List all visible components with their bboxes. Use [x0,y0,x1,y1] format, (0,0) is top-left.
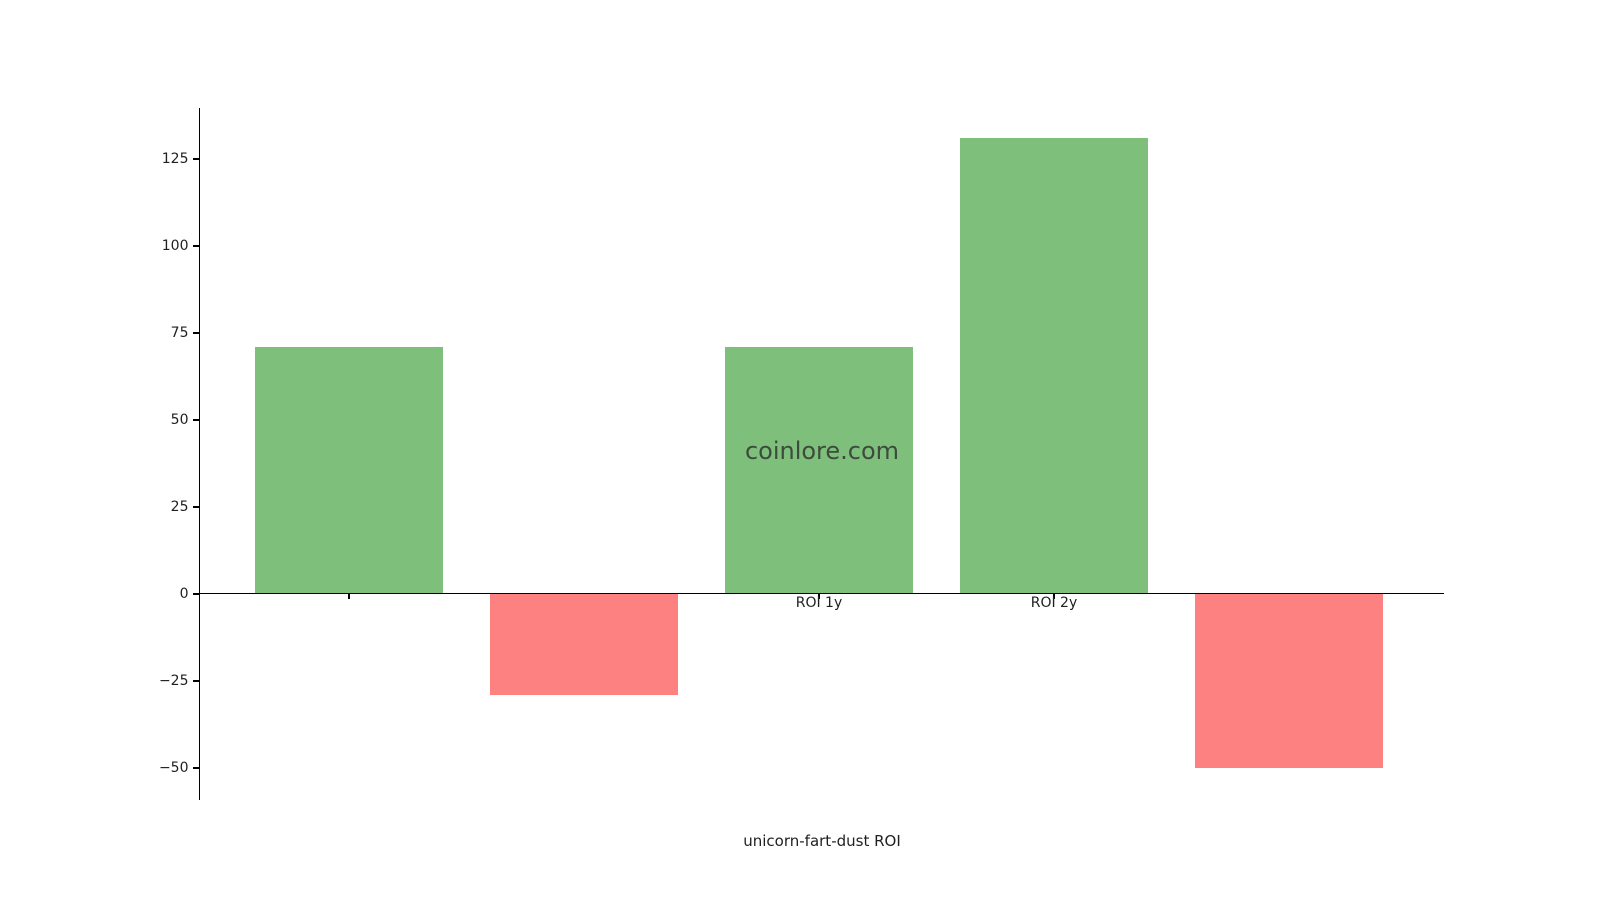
bar-roi-2 [490,594,678,696]
y-axis-tick-label: 25 [170,499,189,515]
y-axis-tick [192,506,199,508]
bar-roi-2y [960,138,1148,594]
y-axis-tick [192,332,199,334]
x-axis-tick [818,594,820,599]
x-axis-tick-label: ROI 1y [795,595,843,611]
y-axis-tick [192,419,199,421]
y-axis-tick-label: −50 [158,760,189,776]
x-axis-tick-label: ROI 2y [1030,595,1078,611]
y-axis-tick [192,767,199,769]
y-axis-tick-label: 100 [161,238,189,254]
x-axis-line [198,592,1444,595]
chart-title: unicorn-fart-dust ROI [743,832,901,850]
y-axis-tick [192,680,199,682]
x-axis-tick [1053,594,1055,599]
y-axis-line [198,108,200,800]
y-axis-tick [192,593,199,595]
bar-roi-1y [725,346,913,594]
bar-roi-1 [255,346,443,594]
y-axis-tick-label: 75 [170,325,189,341]
bar-roi-5 [1195,594,1383,769]
watermark-text: coinlore.com [744,437,900,465]
y-axis-tick [192,245,199,247]
x-axis-tick [348,594,350,599]
y-axis-tick-label: 50 [170,412,189,428]
y-axis-tick-label: 125 [161,151,189,167]
y-axis-tick-label: −25 [158,673,189,689]
y-axis-tick-label: 0 [179,586,189,602]
y-axis-tick [192,158,199,160]
